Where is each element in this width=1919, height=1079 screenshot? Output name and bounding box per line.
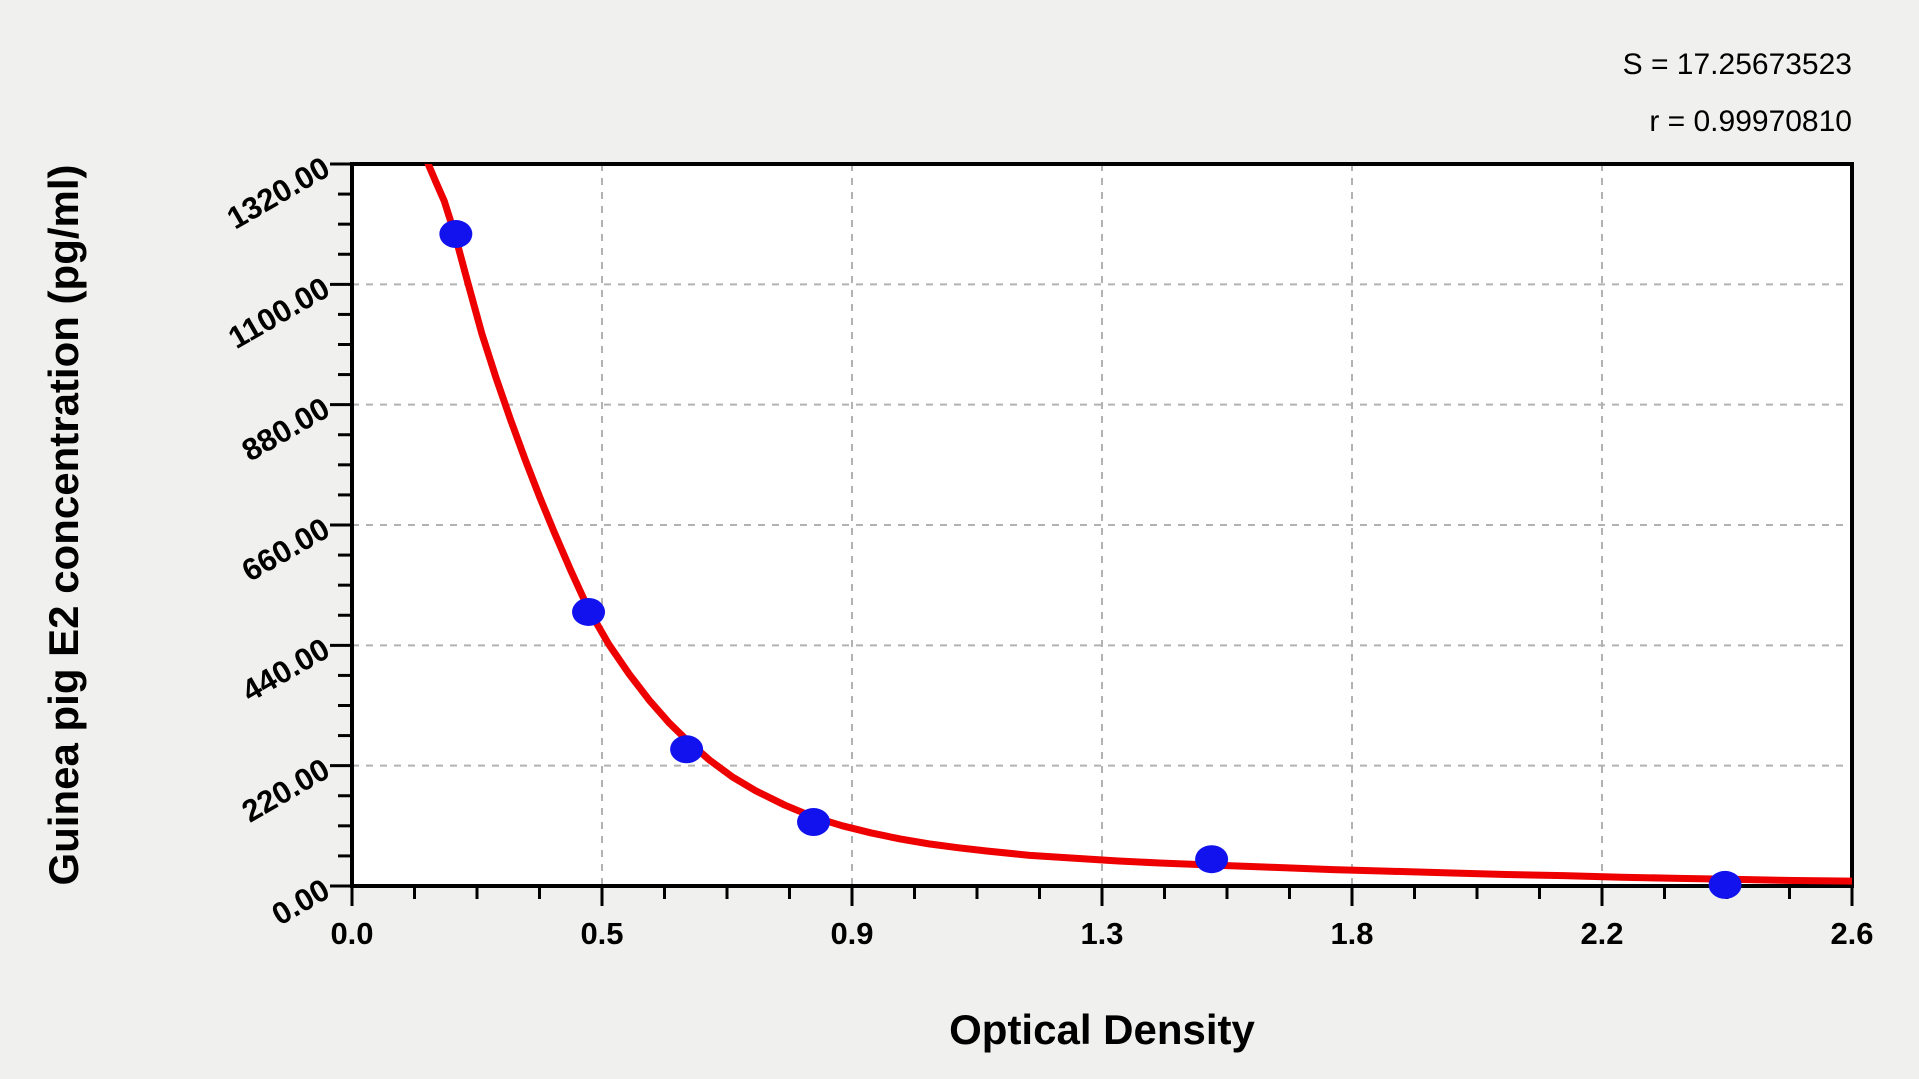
x-tick-label: 2.2 [1580,916,1623,951]
data-point [572,597,606,626]
x-tick-label: 0.5 [580,916,623,951]
r-value-text: r = 0.99970810 [1649,105,1852,138]
data-point [797,808,831,837]
y-tick-label: 220.00 [236,751,336,829]
x-tick-label: 0.9 [830,916,873,951]
y-tick-label: 880.00 [236,390,336,468]
data-point [670,735,704,764]
data-point [1708,870,1742,899]
data-point [439,220,473,249]
x-tick-label: 0.0 [330,916,373,951]
y-tick-label: 1320.00 [221,150,336,236]
x-axis-title: Optical Density [949,1006,1255,1053]
y-tick-label: 1100.00 [222,270,335,355]
y-tick-label: 440.00 [236,631,336,709]
fit-statistics: S = 17.25673523 r = 0.99970810 [1623,36,1852,150]
y-tick-label: 0.00 [266,872,336,932]
x-tick-label: 1.8 [1330,916,1373,951]
x-tick-label: 1.3 [1080,916,1123,951]
data-point [1195,845,1229,874]
s-value-text: S = 17.25673523 [1622,48,1852,81]
x-tick-label: 2.6 [1830,916,1873,951]
y-tick-label: 660.00 [236,511,336,589]
